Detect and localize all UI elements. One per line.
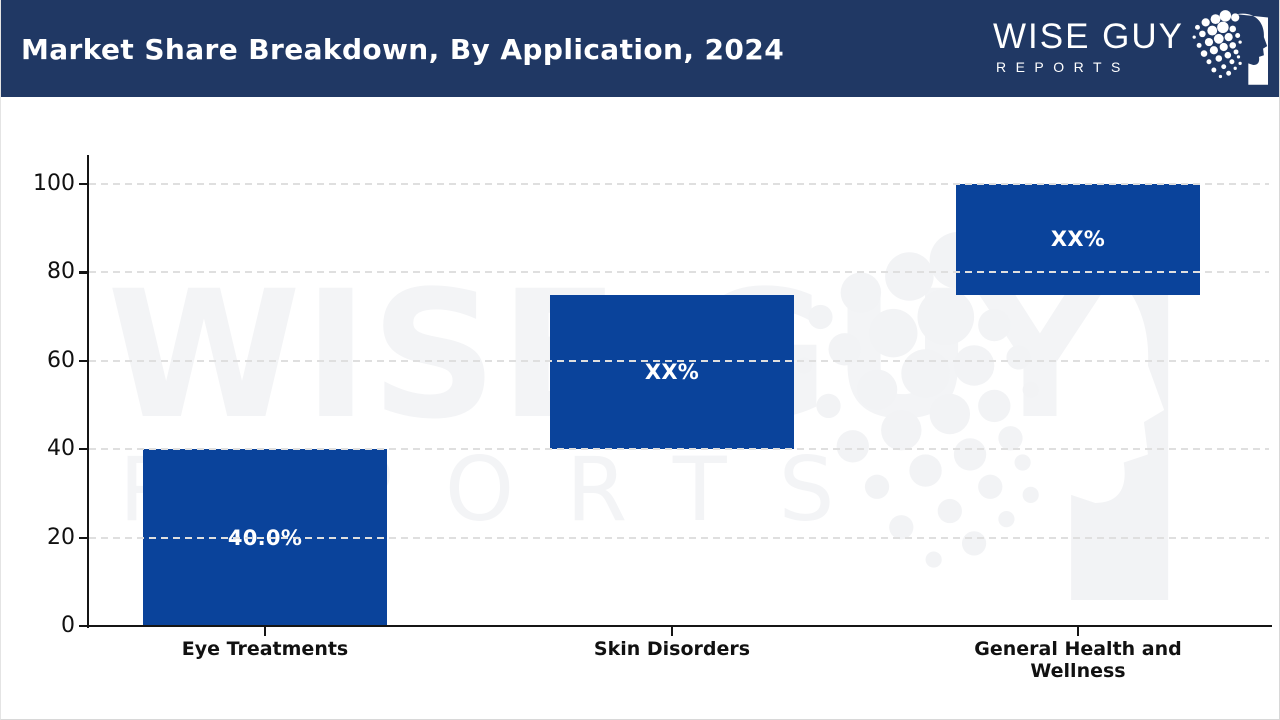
y-tick-label: 100 xyxy=(33,171,75,196)
y-tick-label: 60 xyxy=(47,347,75,373)
y-axis-line xyxy=(87,155,90,628)
bar-segment: XX% xyxy=(550,294,794,450)
y-tick-mark xyxy=(79,625,88,628)
x-tick-mark xyxy=(264,627,267,636)
gridline xyxy=(89,536,1269,539)
x-category-label: Eye Treatments xyxy=(181,638,349,660)
brand-logo: WISE GUY REPORTS xyxy=(993,8,1268,86)
y-tick-label: 80 xyxy=(47,259,75,285)
x-axis-line xyxy=(87,625,1272,628)
y-tick-mark xyxy=(79,448,88,451)
brand-logo-text: WISE GUY REPORTS xyxy=(992,17,1184,75)
brand-face-icon xyxy=(1186,8,1268,86)
x-category-label: Skin Disorders xyxy=(593,638,751,660)
bar-segment: XX% xyxy=(956,184,1200,295)
y-tick-mark xyxy=(79,536,88,539)
y-tick-mark xyxy=(79,271,88,274)
x-tick-mark xyxy=(671,627,674,636)
bar-value-label: XX% xyxy=(1050,227,1106,252)
y-tick-mark xyxy=(79,183,88,186)
brand-subname: REPORTS xyxy=(995,58,1130,75)
header: Market Share Breakdown, By Application, … xyxy=(1,0,1279,97)
y-tick-label: 40 xyxy=(47,436,75,462)
page-title: Market Share Breakdown, By Application, … xyxy=(21,33,785,66)
gridline xyxy=(89,183,1269,185)
x-tick-mark xyxy=(1077,627,1080,636)
x-category-label: General Health and Wellness xyxy=(974,638,1182,682)
brand-name: WISE GUY xyxy=(992,17,1184,57)
y-tick-label: 20 xyxy=(47,524,75,550)
gridline xyxy=(89,448,1269,451)
gridline xyxy=(89,271,1269,274)
y-tick-label: 0 xyxy=(61,613,75,638)
gridline xyxy=(89,359,1269,362)
bar-value-label: XX% xyxy=(644,359,700,384)
y-tick-mark xyxy=(79,359,88,362)
